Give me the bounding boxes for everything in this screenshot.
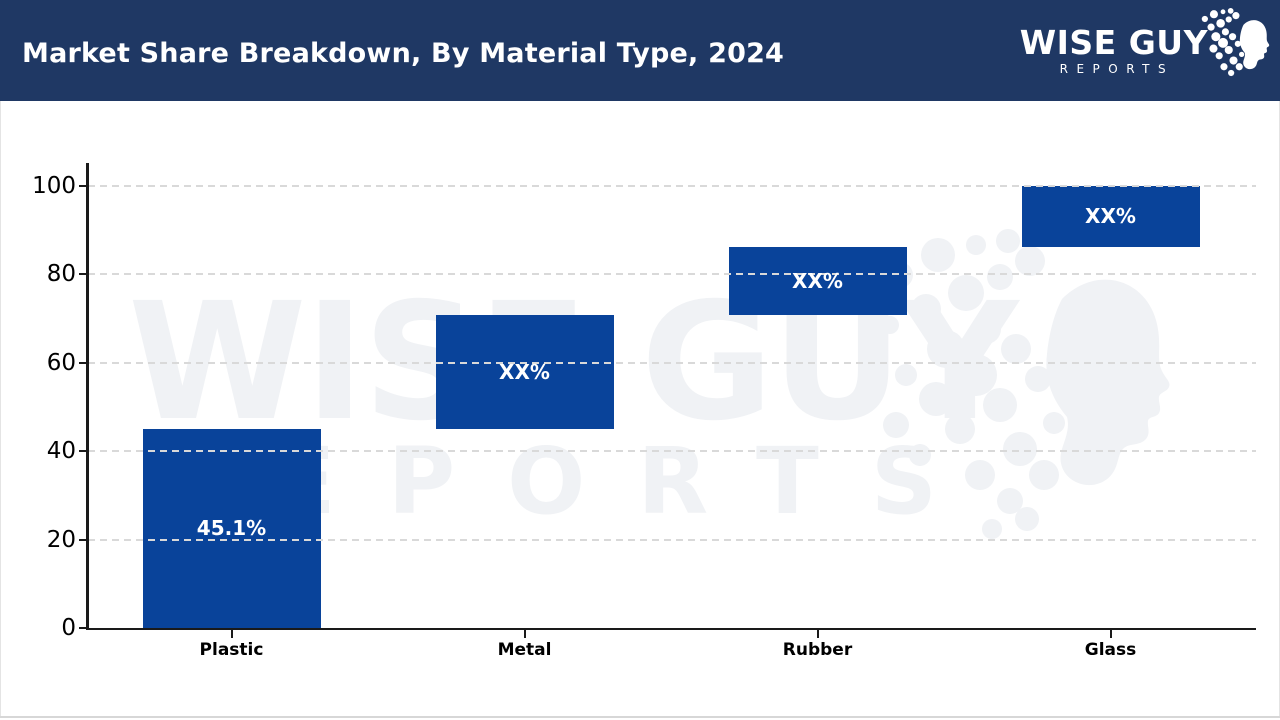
- bar-value-label-glass: XX%: [1085, 204, 1136, 229]
- bar-value-label-rubber: XX%: [792, 269, 843, 294]
- x-axis-tick-glass: [1109, 630, 1112, 638]
- x-axis-line: [86, 627, 1256, 630]
- x-axis-label-rubber: Rubber: [782, 640, 853, 660]
- bottom-edge-line: [0, 716, 1280, 718]
- gridline-60: [88, 361, 1256, 364]
- y-axis-tick-40: [79, 450, 88, 453]
- gridline-40: [88, 450, 1256, 453]
- y-axis-label-80: 80: [46, 261, 76, 288]
- y-axis-label-40: 40: [46, 438, 76, 465]
- y-axis-tick-100: [79, 185, 88, 187]
- page-title: Market Share Breakdown, By Material Type…: [22, 38, 785, 69]
- brand-logo: WISE GUY REPORTS: [1020, 4, 1270, 98]
- gridline-80: [88, 273, 1256, 276]
- left-edge-line: [0, 101, 1, 717]
- watermark-head-icon: [881, 229, 1170, 539]
- y-axis-line: [86, 163, 89, 630]
- y-axis-tick-80: [79, 273, 88, 276]
- y-axis-label-0: 0: [61, 615, 76, 641]
- brand-name: WISE GUY: [1019, 23, 1208, 63]
- bar-metal: [435, 315, 614, 429]
- gridline-100: [88, 185, 1256, 187]
- bar-value-label-plastic: 45.1%: [196, 516, 267, 541]
- y-axis-label-20: 20: [46, 526, 76, 553]
- x-axis-tick-plastic: [230, 630, 233, 638]
- bar-plastic: [142, 428, 321, 628]
- y-axis-label-100: 100: [32, 173, 76, 199]
- y-axis-tick-0: [79, 627, 88, 629]
- bar-value-label-metal: XX%: [499, 359, 550, 384]
- brand-subname: REPORTS: [1059, 61, 1175, 76]
- y-axis-tick-20: [79, 538, 88, 541]
- gridline-20: [88, 538, 1256, 541]
- brand-logo-text: WISE GUY REPORTS: [1020, 26, 1208, 76]
- x-axis-label-plastic: Plastic: [199, 640, 264, 660]
- x-axis-label-metal: Metal: [497, 640, 552, 660]
- y-axis-tick-60: [79, 361, 88, 364]
- x-axis-tick-rubber: [816, 630, 819, 638]
- bar-glass: [1021, 186, 1200, 247]
- header: Market Share Breakdown, By Material Type…: [0, 0, 1280, 101]
- x-axis-label-glass: Glass: [1084, 640, 1137, 660]
- y-axis-label-60: 60: [46, 349, 76, 376]
- brand-head-icon: [1201, 8, 1270, 77]
- bar-rubber: [728, 246, 907, 316]
- x-axis-tick-metal: [523, 630, 526, 638]
